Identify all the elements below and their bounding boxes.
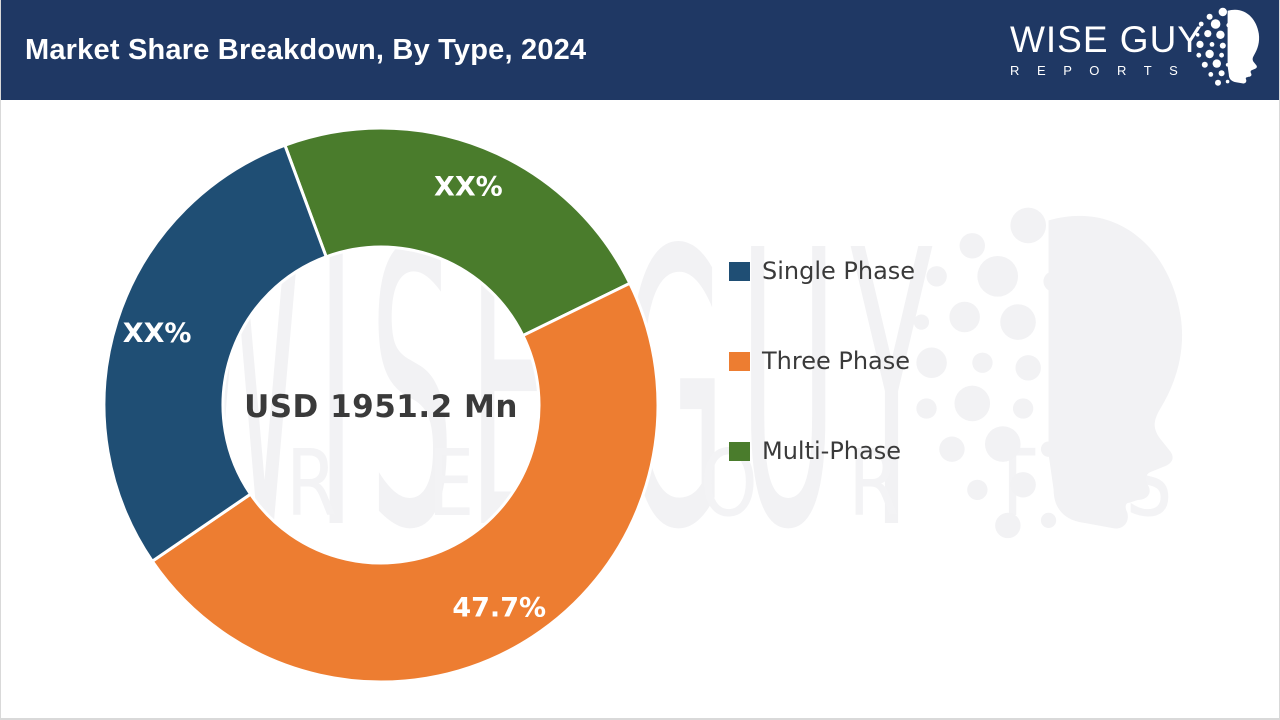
legend-swatch-icon bbox=[729, 261, 750, 281]
logo-text: WISE GUY R E P O R T S bbox=[1009, 19, 1203, 79]
donut-center-value: USD 1951.2 Mn bbox=[244, 389, 518, 425]
legend-item-three-phase: Three Phase bbox=[729, 340, 915, 382]
donut-chart: XX% 47.7% XX% bbox=[102, 126, 660, 684]
segment-value-label: XX% bbox=[123, 318, 192, 349]
legend-item-multi-phase: Multi-Phase bbox=[729, 430, 915, 472]
header: Market Share Breakdown, By Type, 2024 WI… bbox=[1, 0, 1279, 100]
donut-segment-three-phase bbox=[150, 281, 660, 684]
watermark-head-icon bbox=[913, 207, 1183, 539]
donut-segment-single-phase bbox=[102, 143, 328, 563]
segment-value-label: XX% bbox=[434, 171, 503, 202]
chart-area: WISE GUY R E P O R T S XX% 47.7% XX% USD 1… bbox=[1, 100, 1279, 716]
logo-head-icon bbox=[1195, 7, 1260, 86]
page-title: Market Share Breakdown, By Type, 2024 bbox=[25, 33, 587, 66]
legend-swatch-icon bbox=[729, 351, 750, 371]
logo-wordmark: WISE GUY bbox=[1009, 19, 1203, 60]
segment-value-label: 47.7% bbox=[452, 593, 546, 624]
donut-segment-multi-phase bbox=[283, 126, 632, 338]
legend-label: Three Phase bbox=[762, 347, 911, 375]
legend-item-single-phase: Single Phase bbox=[729, 250, 915, 292]
legend-label: Multi-Phase bbox=[762, 437, 901, 465]
legend-label: Single Phase bbox=[762, 257, 916, 285]
logo-subtitle: R E P O R T S bbox=[1009, 63, 1185, 78]
wiseguy-logo: WISE GUY R E P O R T S bbox=[1009, 7, 1263, 90]
legend-swatch-icon bbox=[729, 441, 750, 461]
chart-legend: Single Phase Three Phase Multi-Phase bbox=[729, 250, 915, 520]
